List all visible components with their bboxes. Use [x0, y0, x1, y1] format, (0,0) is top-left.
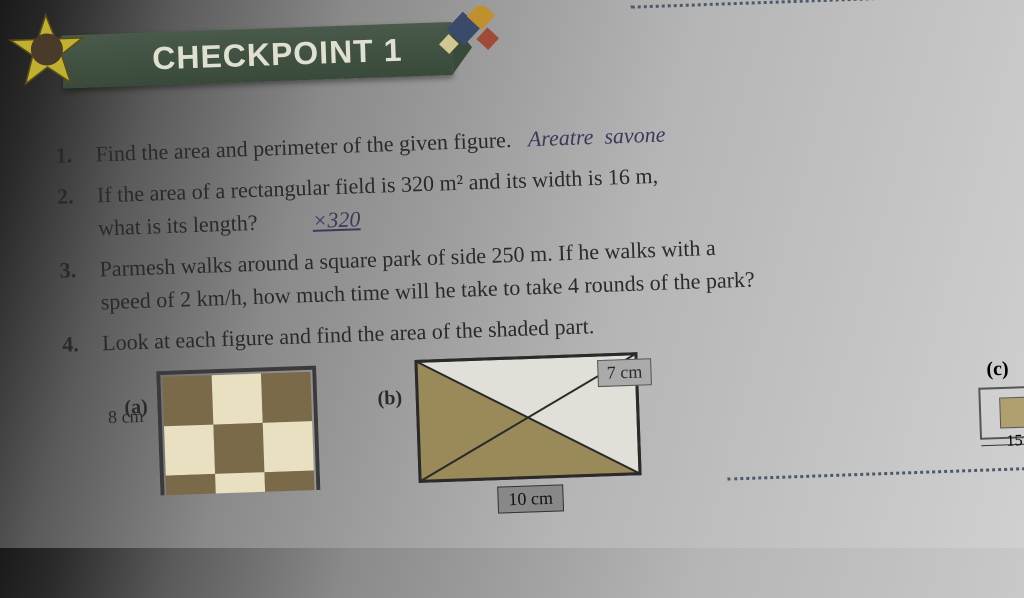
- figure-c-label: (c): [986, 358, 1009, 382]
- figure-b: (b) 10 cm 7 cm: [376, 349, 645, 493]
- handwriting: Areatre: [527, 124, 593, 151]
- star-badge-icon: [6, 10, 89, 93]
- figure-row: (a) 8 cm (b) 10 cm 7 cm: [123, 336, 1017, 502]
- figure-b-height: 7 cm: [597, 358, 651, 387]
- q3-number: 3.: [59, 252, 101, 319]
- figure-c-dim: 15 cm: [1006, 431, 1024, 450]
- checker-svg: [156, 360, 320, 496]
- figure-b-width: 10 cm: [497, 484, 564, 513]
- handwriting-calc: ×320: [312, 206, 361, 233]
- figure-a: (a) 8 cm: [123, 360, 321, 502]
- diamond-decor-icon: [431, 5, 513, 68]
- question-list: 1. Find the area and perimeter of the gi…: [55, 106, 1017, 504]
- figure-b-label: (b): [377, 387, 402, 411]
- figure-a-graphic: 8 cm: [156, 360, 321, 501]
- handwriting: savone: [604, 122, 666, 149]
- figure-c-graphic: [974, 380, 1024, 463]
- textbook-page: CHECKPOINT 1 1. Find the area and perime…: [0, 0, 1024, 598]
- banner-title: CHECKPOINT 1: [152, 32, 403, 77]
- q4-number: 4.: [62, 326, 103, 360]
- dotted-rule-top: [631, 0, 1024, 9]
- figure-b-graphic: 10 cm 7 cm: [411, 349, 646, 492]
- checkpoint-banner: CHECKPOINT 1: [61, 22, 453, 89]
- figure-a-dim: 8 cm: [108, 406, 144, 428]
- q1-number: 1.: [55, 137, 96, 171]
- q2-number: 2.: [56, 178, 98, 245]
